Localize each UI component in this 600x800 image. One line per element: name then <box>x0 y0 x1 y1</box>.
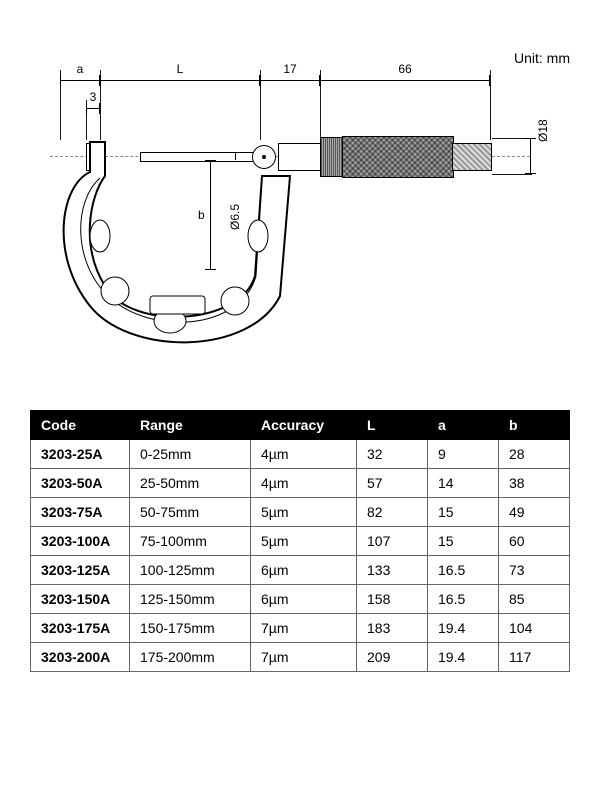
table-cell: 9 <box>428 440 499 469</box>
table-row: 3203-200A175-200mm7µm20919.4117 <box>31 643 570 672</box>
table-cell: 5µm <box>251 498 357 527</box>
table-row: 3203-75A50-75mm5µm821549 <box>31 498 570 527</box>
table-cell: 7µm <box>251 614 357 643</box>
table-row: 3203-175A150-175mm7µm18319.4104 <box>31 614 570 643</box>
table-cell: 28 <box>499 440 570 469</box>
dim-17: 17 <box>260 62 320 76</box>
ratchet <box>452 143 492 171</box>
table-cell: 3203-200A <box>31 643 130 672</box>
c-frame <box>50 136 330 356</box>
table-cell: 104 <box>499 614 570 643</box>
table-header-row: Code Range Accuracy L a b <box>31 411 570 440</box>
table-cell: 117 <box>499 643 570 672</box>
col-accuracy: Accuracy <box>251 411 357 440</box>
table-cell: 183 <box>357 614 428 643</box>
table-cell: 7µm <box>251 643 357 672</box>
micrometer-diagram: Unit: mm a L 17 66 3 <box>30 30 570 380</box>
table-cell: 5µm <box>251 527 357 556</box>
table-cell: 6µm <box>251 585 357 614</box>
table-cell: 3203-125A <box>31 556 130 585</box>
table-cell: 57 <box>357 469 428 498</box>
table-cell: 25-50mm <box>130 469 251 498</box>
table-cell: 175-200mm <box>130 643 251 672</box>
table-cell: 32 <box>357 440 428 469</box>
table-cell: 158 <box>357 585 428 614</box>
table-cell: 3203-25A <box>31 440 130 469</box>
table-cell: 50-75mm <box>130 498 251 527</box>
table-cell: 82 <box>357 498 428 527</box>
table-cell: 49 <box>499 498 570 527</box>
dim-d18: Ø18 <box>536 119 550 142</box>
table-cell: 3203-50A <box>31 469 130 498</box>
table-cell: 16.5 <box>428 556 499 585</box>
spec-table: Code Range Accuracy L a b 3203-25A0-25mm… <box>30 410 570 672</box>
table-cell: 19.4 <box>428 643 499 672</box>
col-L: L <box>357 411 428 440</box>
table-cell: 3203-75A <box>31 498 130 527</box>
table-cell: 125-150mm <box>130 585 251 614</box>
table-cell: 150-175mm <box>130 614 251 643</box>
table-cell: 15 <box>428 498 499 527</box>
table-row: 3203-150A125-150mm6µm15816.585 <box>31 585 570 614</box>
table-cell: 73 <box>499 556 570 585</box>
table-cell: 19.4 <box>428 614 499 643</box>
table-cell: 3203-100A <box>31 527 130 556</box>
table-cell: 15 <box>428 527 499 556</box>
knurl-grip <box>342 136 454 178</box>
table-cell: 14 <box>428 469 499 498</box>
col-b: b <box>499 411 570 440</box>
table-row: 3203-100A75-100mm5µm1071560 <box>31 527 570 556</box>
table-cell: 0-25mm <box>130 440 251 469</box>
table-cell: 38 <box>499 469 570 498</box>
table-row: 3203-50A25-50mm4µm571438 <box>31 469 570 498</box>
table-cell: 60 <box>499 527 570 556</box>
col-range: Range <box>130 411 251 440</box>
table-cell: 16.5 <box>428 585 499 614</box>
dim-3: 3 <box>86 90 100 104</box>
table-cell: 3203-150A <box>31 585 130 614</box>
table-row: 3203-125A100-125mm6µm13316.573 <box>31 556 570 585</box>
table-cell: 209 <box>357 643 428 672</box>
table-cell: 4µm <box>251 469 357 498</box>
table-row: 3203-25A0-25mm4µm32928 <box>31 440 570 469</box>
table-cell: 85 <box>499 585 570 614</box>
unit-label: Unit: mm <box>514 50 570 66</box>
page: Unit: mm a L 17 66 3 <box>0 0 600 800</box>
table-cell: 6µm <box>251 556 357 585</box>
dim-L: L <box>100 62 260 76</box>
col-code: Code <box>31 411 130 440</box>
table-cell: 4µm <box>251 440 357 469</box>
table-cell: 3203-175A <box>31 614 130 643</box>
table-cell: 100-125mm <box>130 556 251 585</box>
col-a: a <box>428 411 499 440</box>
dim-a: a <box>60 62 100 76</box>
table-cell: 75-100mm <box>130 527 251 556</box>
dim-66: 66 <box>320 62 490 76</box>
table-cell: 133 <box>357 556 428 585</box>
table-cell: 107 <box>357 527 428 556</box>
